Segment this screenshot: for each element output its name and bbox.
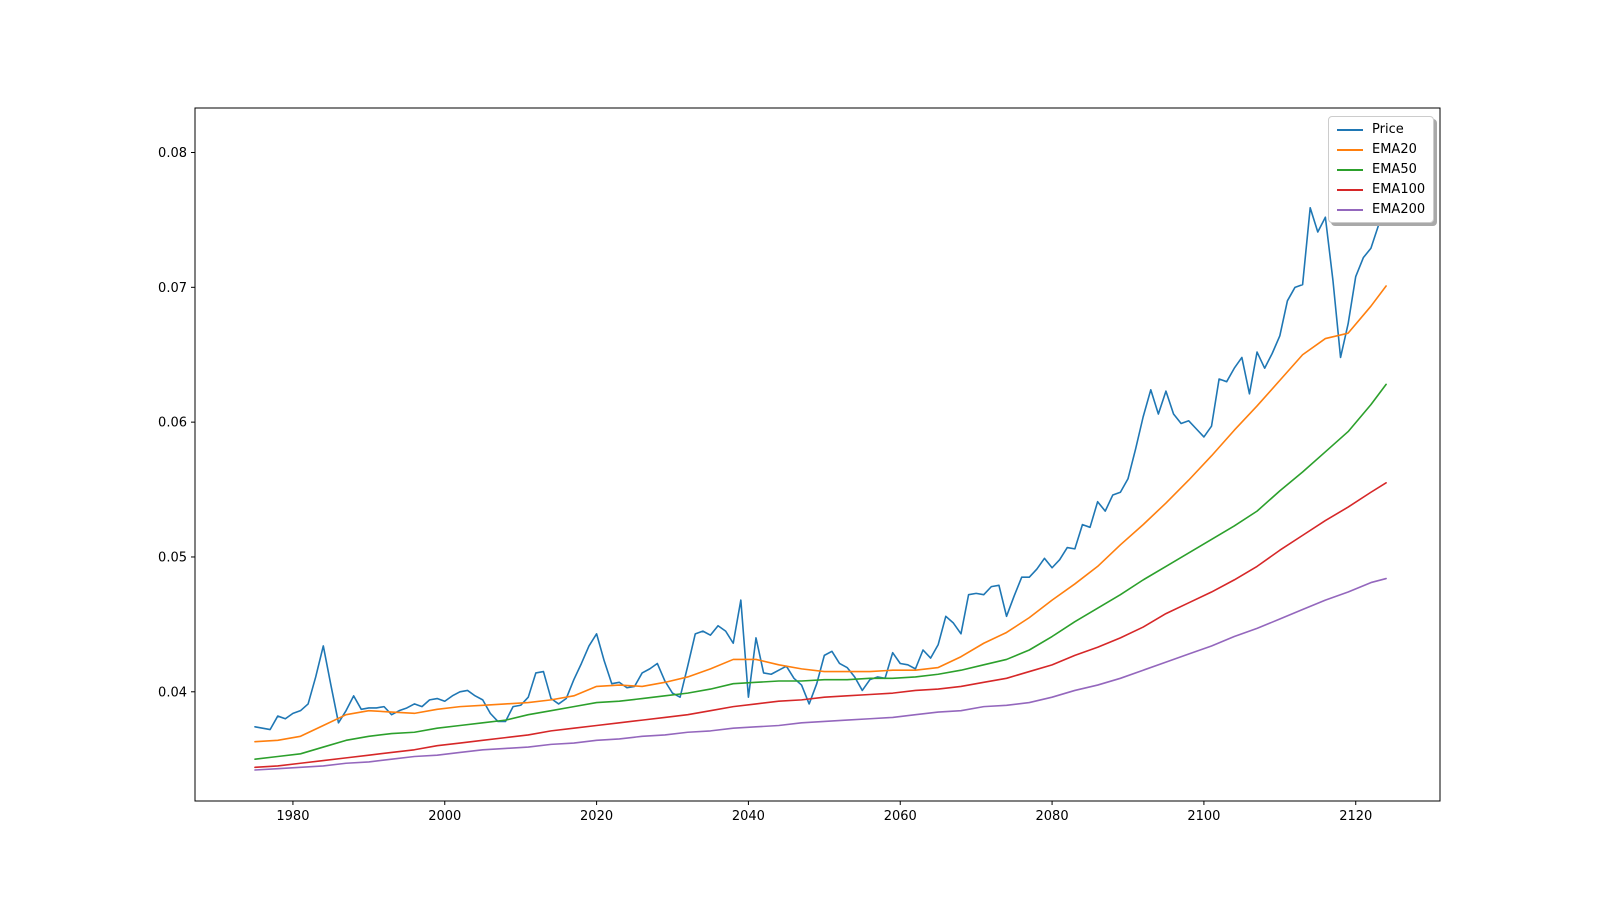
legend-entry-ema100: EMA100 xyxy=(1329,180,1433,200)
legend-line-swatch xyxy=(1337,168,1363,171)
x-tick-label: 2100 xyxy=(1187,809,1220,824)
series-line-ema20 xyxy=(254,285,1387,743)
legend-entry-ema200: EMA200 xyxy=(1329,200,1433,220)
x-tick-label: 1980 xyxy=(276,809,309,824)
legend-line-swatch xyxy=(1337,208,1363,211)
y-tick-label: 0.06 xyxy=(158,416,187,431)
x-tick-label: 2040 xyxy=(732,809,765,824)
series-line-ema50 xyxy=(254,383,1387,761)
legend-label: Price xyxy=(1372,121,1404,137)
x-tick-label: 2080 xyxy=(1036,809,1069,824)
legend-line-swatch xyxy=(1337,188,1363,191)
series-line-price xyxy=(254,140,1387,731)
legend-label: EMA100 xyxy=(1372,181,1426,197)
y-tick-label: 0.05 xyxy=(158,550,187,565)
y-tick-label: 0.04 xyxy=(158,685,187,700)
series-line-ema200 xyxy=(254,577,1387,771)
x-tick-label: 2120 xyxy=(1339,809,1372,824)
series-line-ema100 xyxy=(254,482,1387,769)
y-tick-label: 0.08 xyxy=(158,146,187,161)
plot-frame xyxy=(194,107,1441,802)
y-tick-label: 0.07 xyxy=(158,281,187,296)
legend-entry-ema50: EMA50 xyxy=(1329,160,1433,180)
legend: Price EMA20 EMA50 EMA100 EMA200 xyxy=(1328,116,1434,223)
legend-label: EMA50 xyxy=(1372,161,1417,177)
legend-line-swatch xyxy=(1337,148,1363,151)
legend-label: EMA20 xyxy=(1372,141,1417,157)
x-tick-label: 2020 xyxy=(580,809,613,824)
x-tick-label: 2060 xyxy=(884,809,917,824)
legend-entry-price: Price xyxy=(1329,120,1433,140)
legend-entry-ema20: EMA20 xyxy=(1329,140,1433,160)
legend-line-swatch xyxy=(1337,128,1363,131)
x-tick-label: 2000 xyxy=(428,809,461,824)
legend-label: EMA200 xyxy=(1372,201,1426,217)
